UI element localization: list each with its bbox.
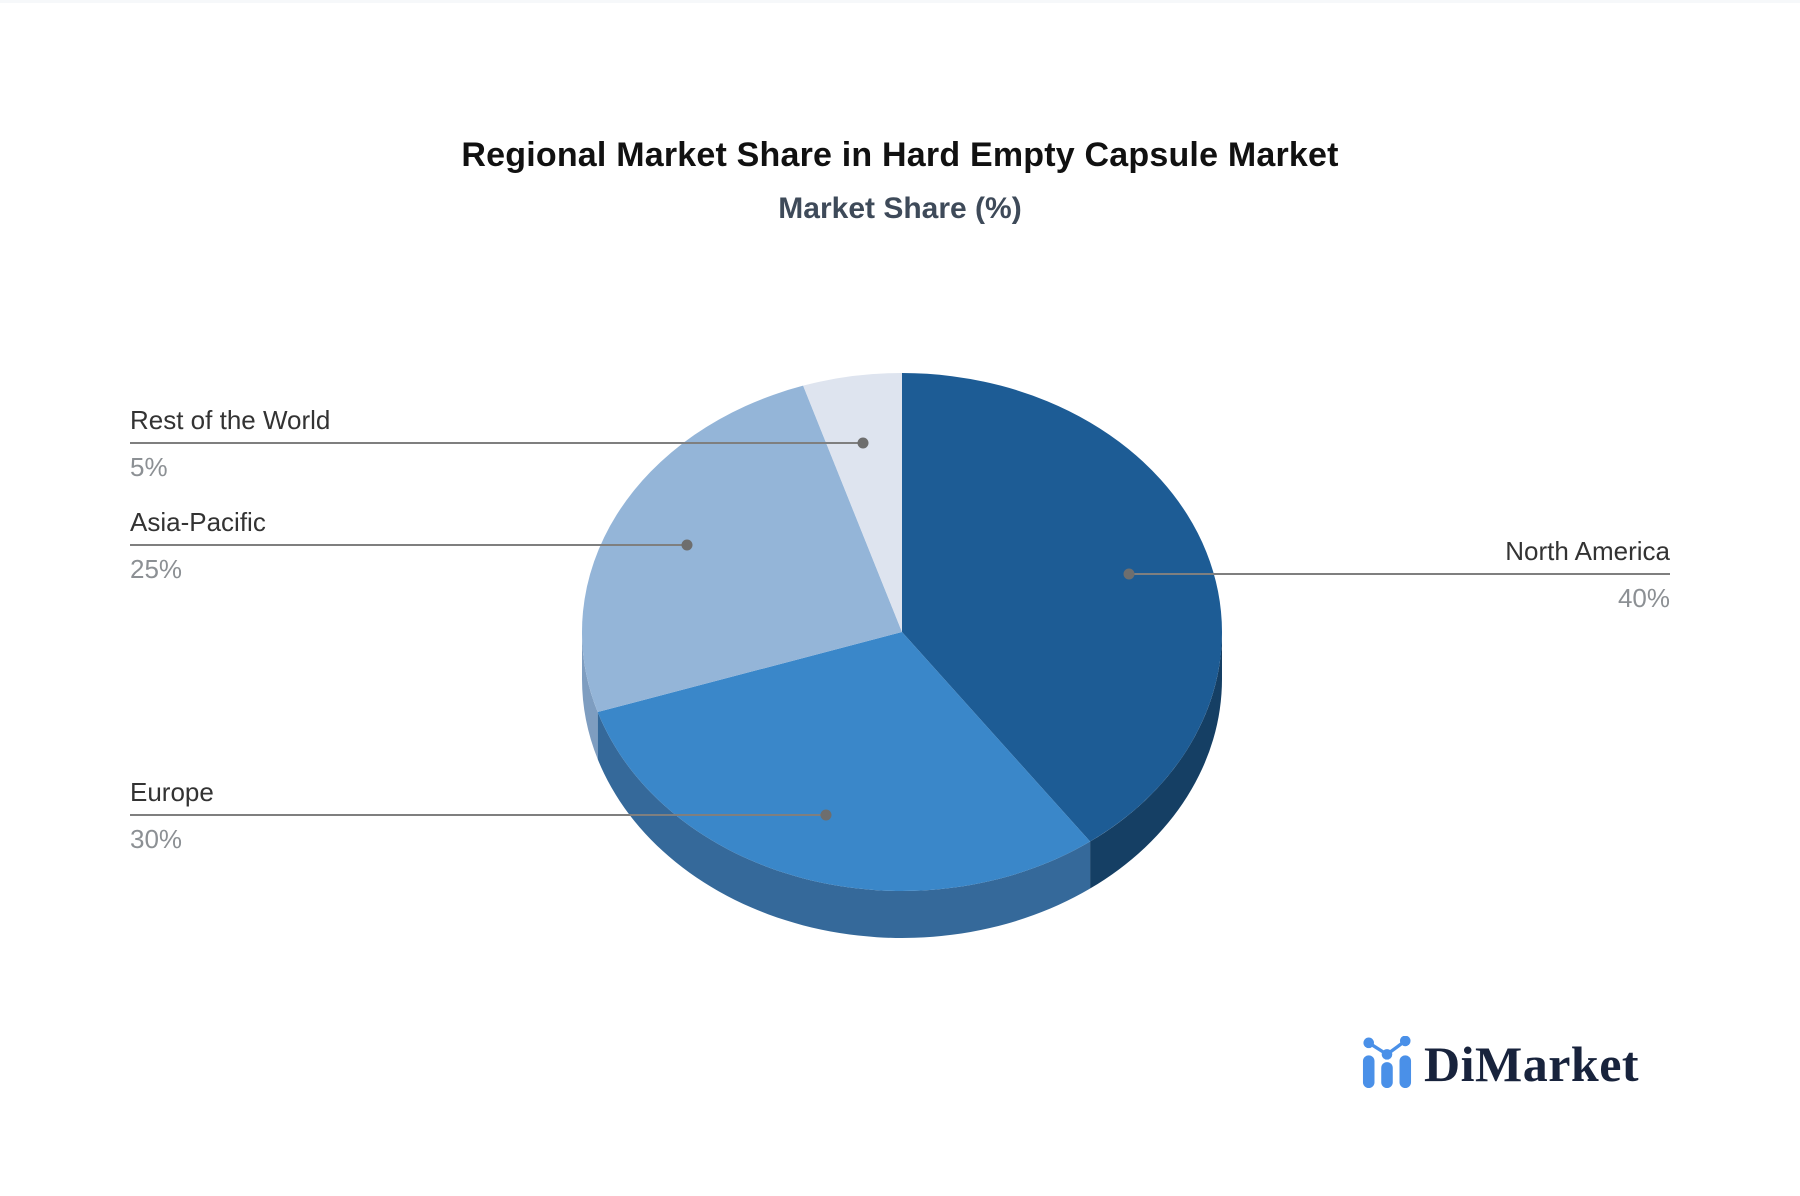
callout-label-rest-of-the-world: Rest of the World [130,405,331,435]
callout-value-rest-of-the-world: 5% [130,452,168,482]
page-title: Regional Market Share in Hard Empty Caps… [461,136,1339,174]
pie-slice-europe [597,632,1091,891]
pie-slice-side-europe [597,712,1091,939]
callout-value-north-america: 40% [1617,583,1670,613]
callout-label-north-america: North America [1505,536,1670,566]
callout-dot-europe [820,809,832,821]
callout-value-europe: 30% [130,824,183,854]
callout-dot-rest-of-the-world [857,437,869,449]
pie-slice-north-america [902,373,1222,842]
callout-dot-asia-pacific [681,539,693,551]
callout-dot-north-america [1123,568,1135,580]
callout-label-europe: Europe [130,777,214,807]
bar-line-chart-icon [1362,1036,1412,1089]
pie-slice-side-asia-pacific [582,632,598,760]
pie-slice-asia-pacific [582,385,902,713]
callout-value-asia-pacific: 25% [130,554,183,584]
pie-slice-side-north-america [1090,632,1222,889]
brand-logo: DiMarket [1362,1036,1639,1092]
pie-slice-rest-of-the-world [803,373,902,632]
top-border [0,0,1800,3]
callout-label-asia-pacific: Asia-Pacific [130,507,266,537]
brand-logo-text: DiMarket [1424,1036,1640,1092]
chart-subtitle: Market Share (%) [778,192,1022,225]
